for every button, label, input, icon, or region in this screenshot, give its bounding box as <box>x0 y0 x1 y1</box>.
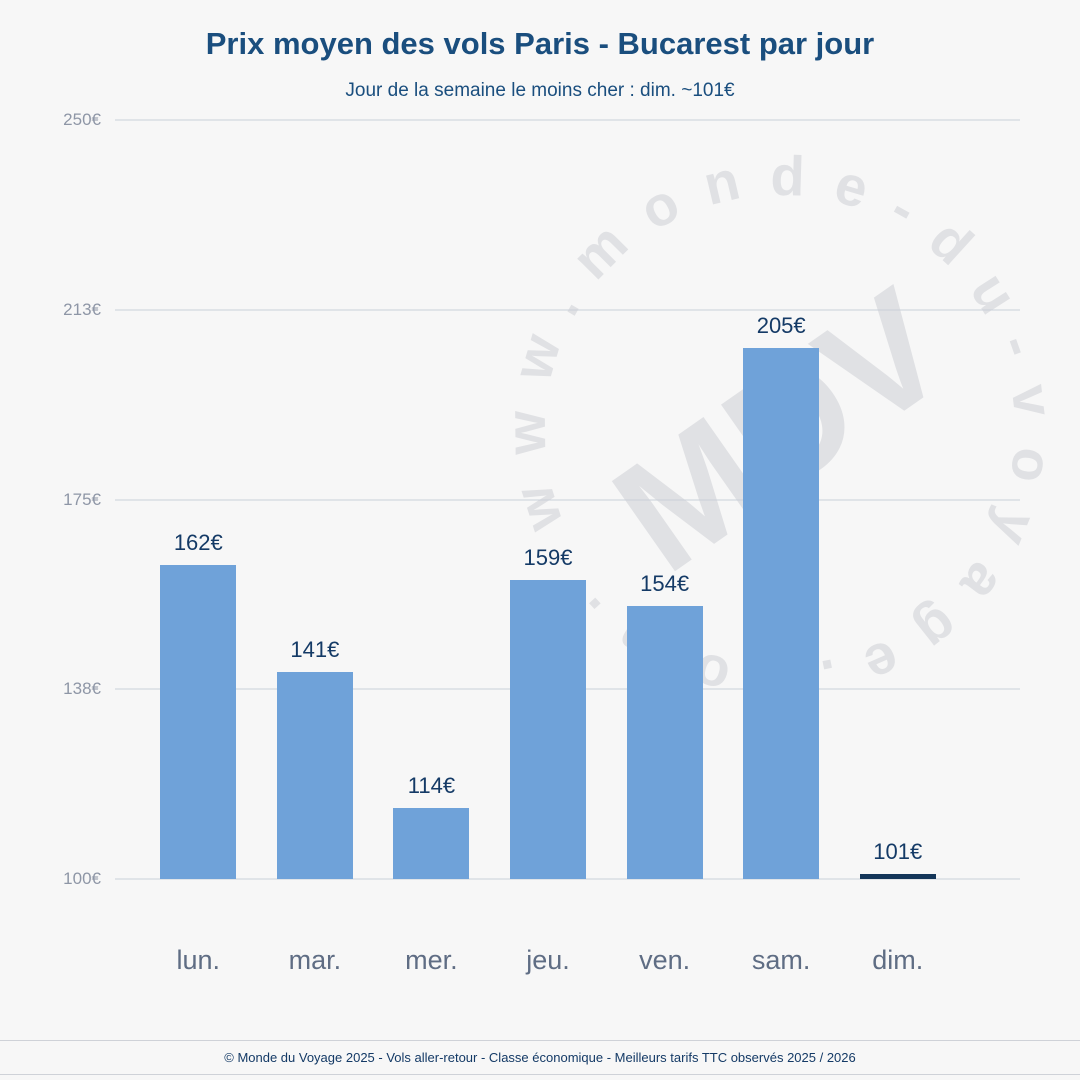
x-axis-label: mer. <box>405 945 458 975</box>
bar-dim <box>859 873 936 879</box>
bar-jeu <box>510 580 587 879</box>
y-tick-label: 100€ <box>63 869 101 888</box>
x-axis-label: mar. <box>288 945 342 975</box>
bar-column: 159€ jeu. <box>490 120 607 975</box>
bar-value-label: 141€ <box>290 636 340 662</box>
bar-column: 101€ dim. <box>839 120 956 975</box>
bar-column: 141€ mar. <box>257 120 374 975</box>
page-subtitle: Jour de la semaine le moins cher : dim. … <box>345 80 735 101</box>
bar-lun <box>160 565 237 879</box>
bar-column: 114€ mer. <box>373 120 490 975</box>
bar-ven <box>626 605 703 879</box>
bar-value-label: 205€ <box>756 312 806 338</box>
footer-text: © Monde du Voyage 2025 - Vols aller-reto… <box>224 1050 856 1065</box>
y-tick-label: 250€ <box>63 110 101 129</box>
bar-column: 205€ sam. <box>723 120 840 975</box>
bar-column: 162€ lun. <box>140 120 257 975</box>
bar-value-label: 162€ <box>173 530 223 556</box>
bars-layer: 162€ lun. 141€ mar. 114€ mer. 159€ jeu. 154€ ven.… <box>115 120 1020 975</box>
gridline <box>115 309 1020 311</box>
gridline <box>115 499 1020 500</box>
x-axis-label: ven. <box>639 945 691 975</box>
y-tick-label: 213€ <box>63 299 101 319</box>
bar-sam <box>743 347 820 879</box>
x-axis-label: sam. <box>751 945 811 975</box>
plot-area: 100€ 138€ 175€ 213€ 250€ 162€ lun. 141€ mar. 114… <box>63 110 1020 975</box>
bar-mer <box>393 808 470 879</box>
x-axis-label: jeu. <box>526 945 570 975</box>
footer: © Monde du Voyage 2025 - Vols aller-reto… <box>0 1040 1080 1075</box>
gridline <box>115 878 1020 880</box>
x-axis-label: lun. <box>176 945 221 975</box>
bar-value-label: 114€ <box>407 773 456 799</box>
bar-mar <box>276 671 353 879</box>
bar-value-label: 101€ <box>873 838 923 864</box>
y-tick-label: 138€ <box>63 679 101 699</box>
y-tick-label: 175€ <box>63 489 101 509</box>
x-axis-label: dim. <box>872 945 924 975</box>
page-title: Prix moyen des vols Paris - Bucarest par… <box>205 26 875 61</box>
bar-value-label: 154€ <box>640 570 690 596</box>
bar-value-label: 159€ <box>523 545 573 571</box>
gridline <box>115 119 1020 121</box>
bar-column: 154€ ven. <box>606 120 723 975</box>
